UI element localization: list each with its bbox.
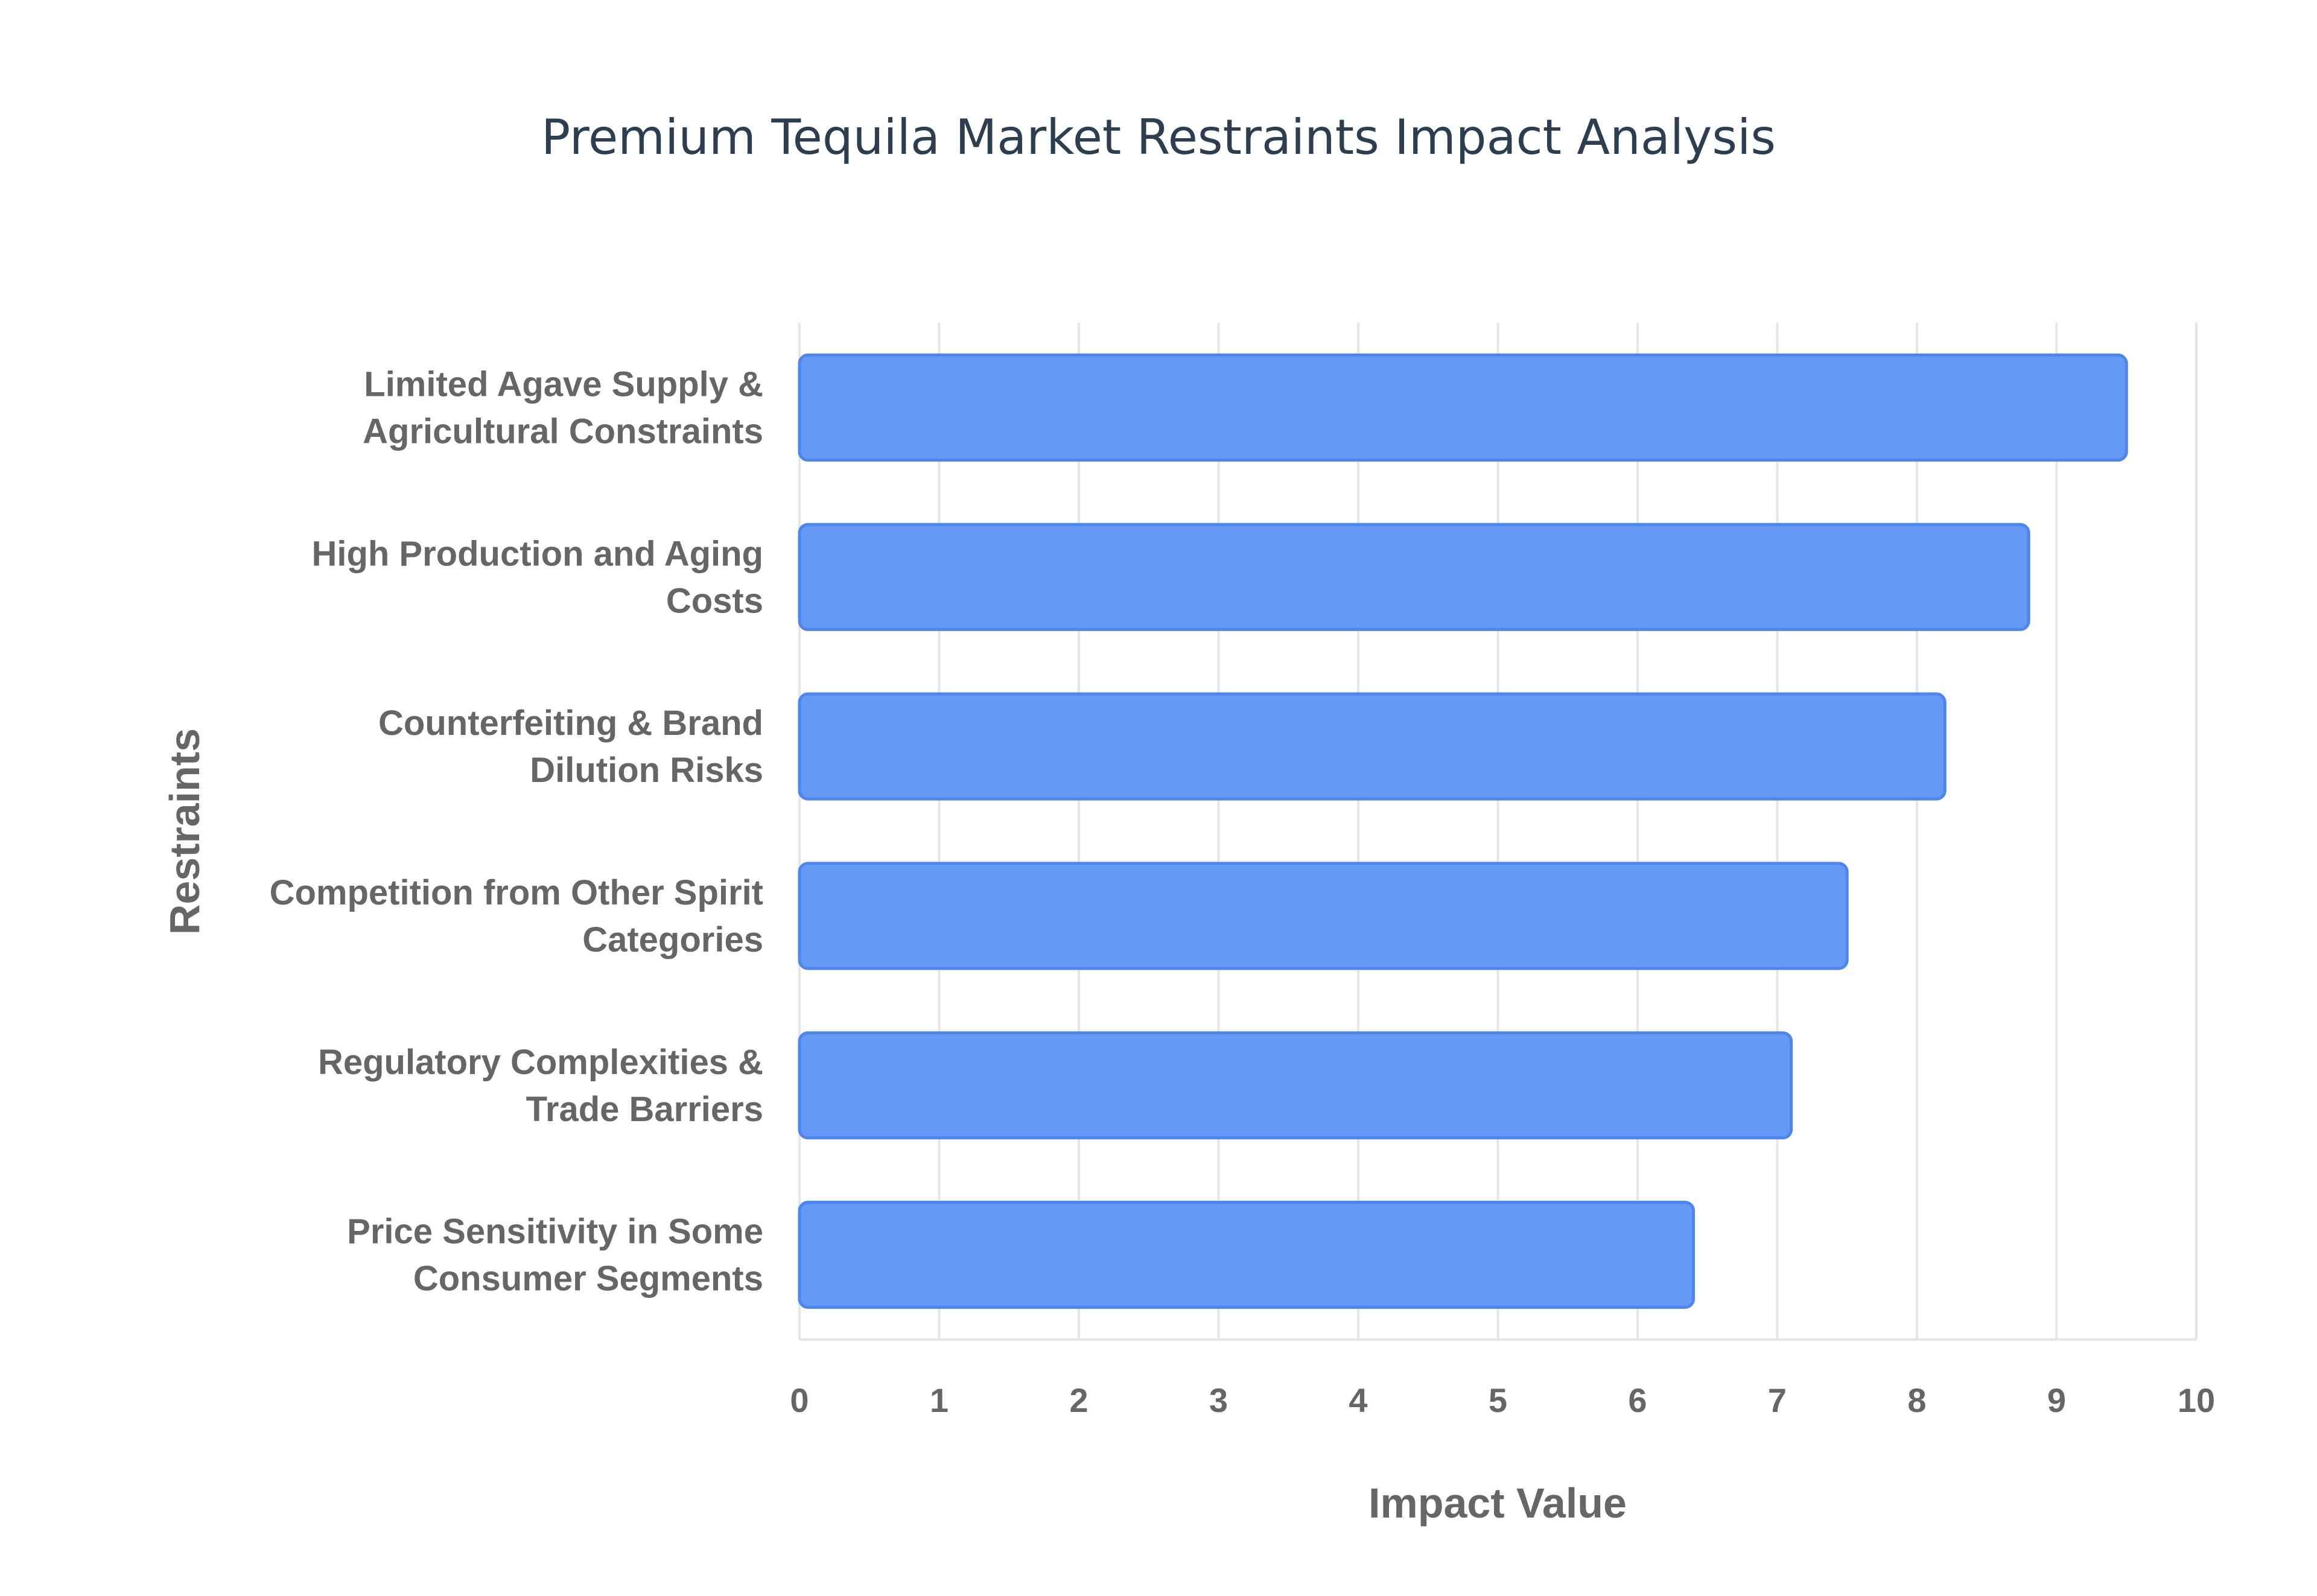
x-tick-label: 6 [1628,1381,1647,1419]
x-tick-label: 8 [1907,1381,1926,1419]
bar [798,1201,1696,1309]
x-axis-title: Impact Value [1368,1480,1627,1527]
category-label: Competition from Other Spirit Categories [270,873,763,959]
x-tick-label: 1 [930,1381,949,1419]
x-tick-label: 5 [1489,1381,1507,1419]
bar [798,353,2128,462]
x-tick-label: 3 [1209,1381,1228,1419]
x-tick-label: 2 [1069,1381,1088,1419]
bar [798,692,1947,801]
category-labels: Limited Agave Supply & Agricultural Const… [270,364,763,1298]
grid-lines [798,323,2198,1341]
bar [798,1031,1793,1140]
bar [798,523,2030,631]
bar [798,862,1849,970]
bars [798,353,2128,1309]
x-tick-label: 10 [2178,1381,2215,1419]
category-label: Limited Agave Supply & Agricultural Const… [363,364,763,451]
category-label: Counterfeiting & Brand Dilution Risks [378,704,763,790]
x-tick-label: 9 [2047,1381,2066,1419]
x-tick-label: 7 [1768,1381,1787,1419]
category-label: Regulatory Complexities & Trade Barriers [318,1043,763,1129]
category-label: High Production and Aging Costs [311,534,763,620]
x-tick-label: 4 [1349,1381,1367,1419]
chart-title: Premium Tequila Market Restraints Impact… [541,109,1776,165]
x-tick-labels: 0 1 2 3 4 5 6 7 8 9 10 [790,1381,2215,1419]
x-tick-label: 0 [790,1381,809,1419]
y-axis-title: Restraints [161,728,208,935]
category-label: Price Sensitivity in Some Consumer Segmen… [347,1212,763,1299]
